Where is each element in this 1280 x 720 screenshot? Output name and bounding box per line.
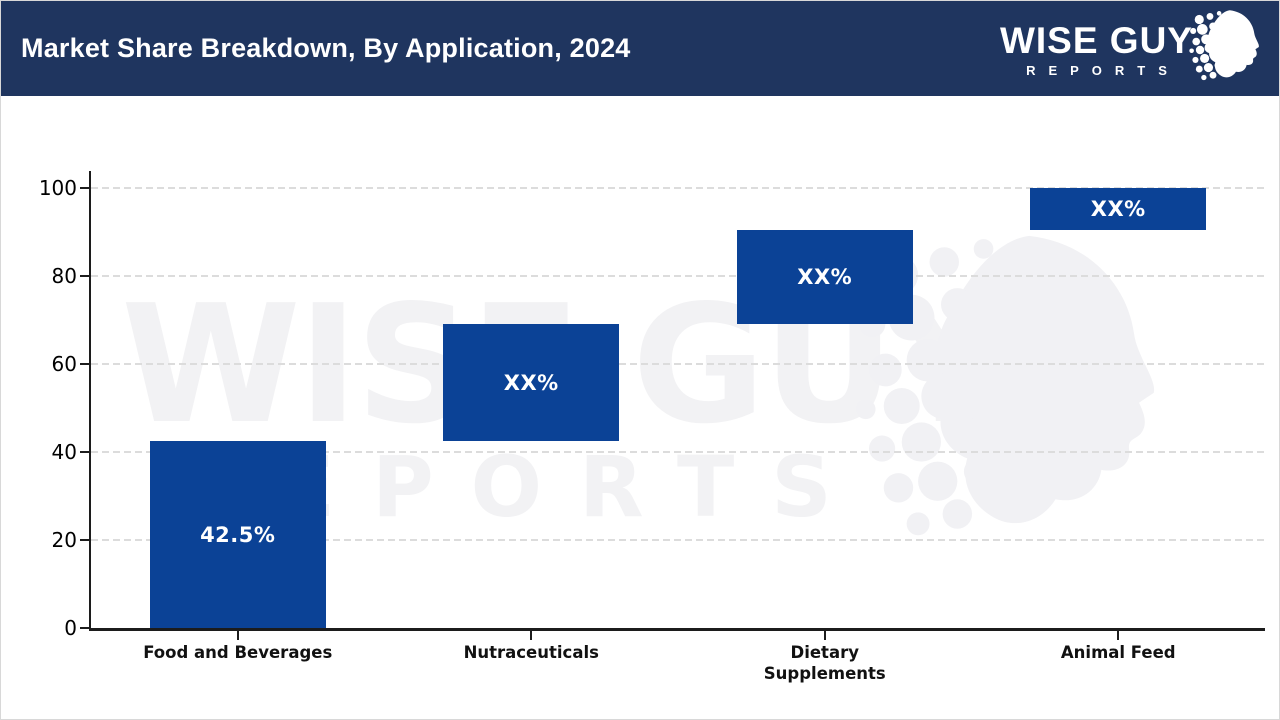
x-axis-tick: [823, 631, 826, 640]
bar-value-label: 42.5%: [200, 522, 276, 547]
y-axis-tick: [80, 451, 89, 453]
dotted-face-logo-icon: [1189, 9, 1259, 80]
y-gridline: [91, 451, 1265, 453]
bar-value-label: XX%: [797, 265, 853, 290]
y-gridline: [91, 539, 1265, 541]
chart-canvas: WISE GUY. REPORTS 0 20 40 60 80 100 42.5% Food …: [1, 96, 1279, 719]
y-axis-tick-label: 80: [51, 264, 77, 288]
y-gridline: [91, 275, 1265, 277]
y-gridline: [91, 363, 1265, 365]
page-title: Market Share Breakdown, By Application, …: [21, 33, 631, 63]
y-axis-tick-label: 100: [38, 176, 77, 200]
bar-value-label: XX%: [1090, 196, 1146, 221]
header-bar: Market Share Breakdown, By Application, …: [1, 1, 1279, 96]
waterfall-bar-1: 42.5%: [149, 441, 326, 628]
waterfall-bar-2: XX%: [443, 324, 620, 441]
y-axis-tick-label: 20: [51, 528, 77, 552]
logo-subtitle: REPORTS: [1026, 63, 1180, 78]
logo-wordmark: WISE GUY: [999, 20, 1193, 61]
x-axis-tick: [236, 631, 239, 640]
x-axis-category-label: Nutraceuticals: [463, 643, 599, 662]
bar-value-label: XX%: [503, 370, 559, 395]
y-axis-tick: [80, 363, 89, 365]
y-axis-tick: [80, 627, 89, 629]
waterfall-bar-3: XX%: [736, 229, 913, 325]
y-axis-tick: [80, 539, 89, 541]
waterfall-bar-4: XX%: [1030, 188, 1207, 230]
y-axis-tick-label: 60: [51, 352, 77, 376]
x-axis-tick: [530, 631, 533, 640]
y-gridline: [91, 187, 1265, 189]
x-axis-category-label: Food and Beverages: [143, 643, 333, 662]
x-axis-tick: [1117, 631, 1120, 640]
y-axis-tick: [80, 275, 89, 277]
y-axis-tick: [80, 187, 89, 189]
y-axis-tick-label: 0: [64, 616, 77, 640]
wiseguy-logo: WISE GUY REPORTS: [1000, 8, 1265, 92]
logo-text: WISE GUY REPORTS: [1000, 22, 1193, 77]
plot-area: 0 20 40 60 80 100 42.5% Food and Beverages XX% Nu…: [39, 171, 1265, 683]
x-axis-category-label: Animal Feed: [1060, 643, 1176, 662]
x-axis-category-label: Dietary Supplements: [763, 643, 886, 684]
y-axis-tick-label: 40: [51, 440, 77, 464]
